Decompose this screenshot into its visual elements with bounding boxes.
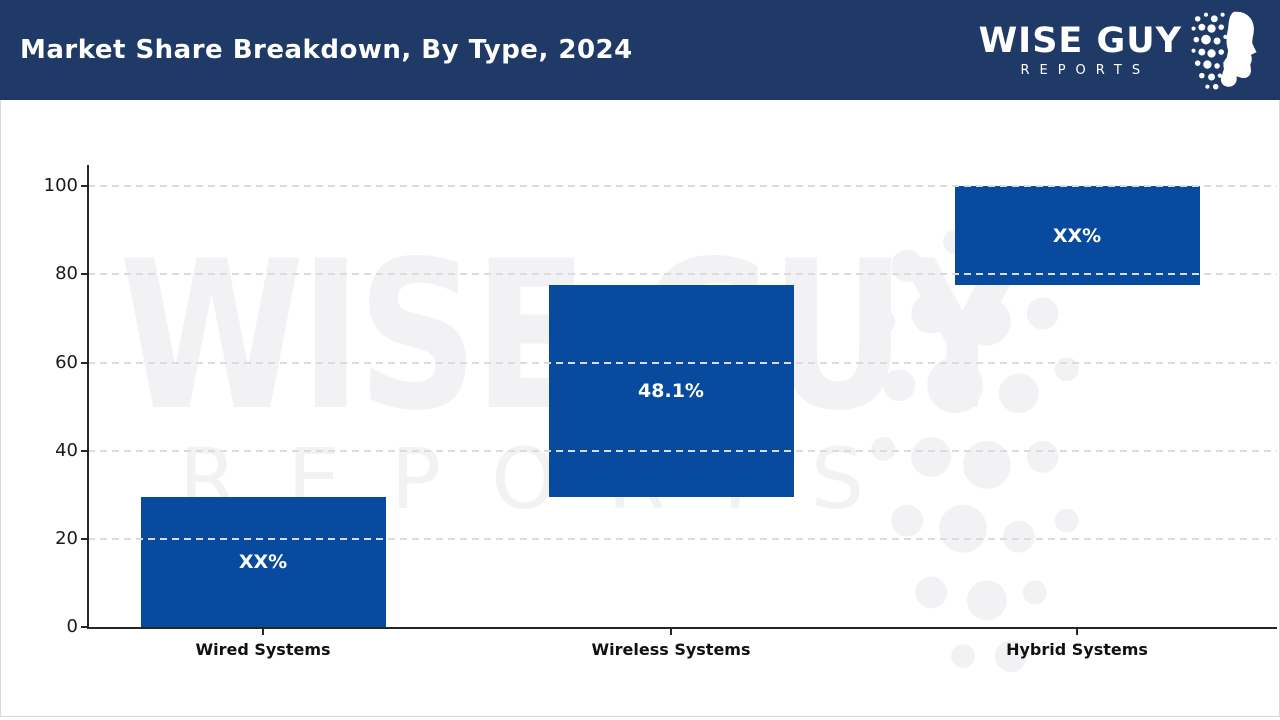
bar: 48.1% <box>548 284 794 497</box>
x-category-label: Wired Systems <box>195 640 331 659</box>
bar: XX% <box>140 496 386 627</box>
y-tick-mark <box>81 537 88 540</box>
y-tick-label: 60 <box>55 351 78 373</box>
y-tick-label: 80 <box>55 263 78 285</box>
logo-text: WISE GUY REPORTS <box>978 20 1182 78</box>
bar: XX% <box>954 186 1200 285</box>
gridline <box>88 361 1277 364</box>
wiseguy-logo: WISE GUY REPORTS <box>979 8 1260 92</box>
bar-value-label: XX% <box>238 550 288 573</box>
logo-wordmark: WISE GUY <box>978 20 1182 61</box>
report-header: Market Share Breakdown, By Type, 2024 WI… <box>0 0 1280 100</box>
y-tick-mark <box>81 449 88 452</box>
bar-value-label: 48.1% <box>638 379 704 402</box>
x-tick-mark <box>262 629 264 635</box>
y-tick-mark <box>81 361 88 364</box>
gridline <box>88 537 1277 540</box>
gridline <box>88 273 1277 276</box>
logo-subtitle: REPORTS <box>1020 62 1151 78</box>
y-tick-mark <box>81 185 88 188</box>
x-axis-line <box>87 627 1277 629</box>
x-category-label: Hybrid Systems <box>1006 640 1148 659</box>
x-tick-mark <box>1076 629 1078 635</box>
logo-face-icon <box>1191 11 1257 90</box>
y-tick-label: 20 <box>55 527 78 549</box>
y-tick-label: 100 <box>43 175 78 197</box>
y-tick-label: 40 <box>55 439 78 461</box>
page-title: Market Share Breakdown, By Type, 2024 <box>20 35 633 65</box>
y-tick-mark <box>81 626 88 628</box>
y-axis-line <box>87 165 89 629</box>
gridline <box>88 185 1277 188</box>
gridline <box>88 449 1277 452</box>
bar-value-label: XX% <box>1052 224 1102 247</box>
x-category-label: Wireless Systems <box>591 640 751 659</box>
y-tick-label: 0 <box>66 616 78 637</box>
y-tick-mark <box>81 273 88 276</box>
x-tick-mark <box>670 629 672 635</box>
